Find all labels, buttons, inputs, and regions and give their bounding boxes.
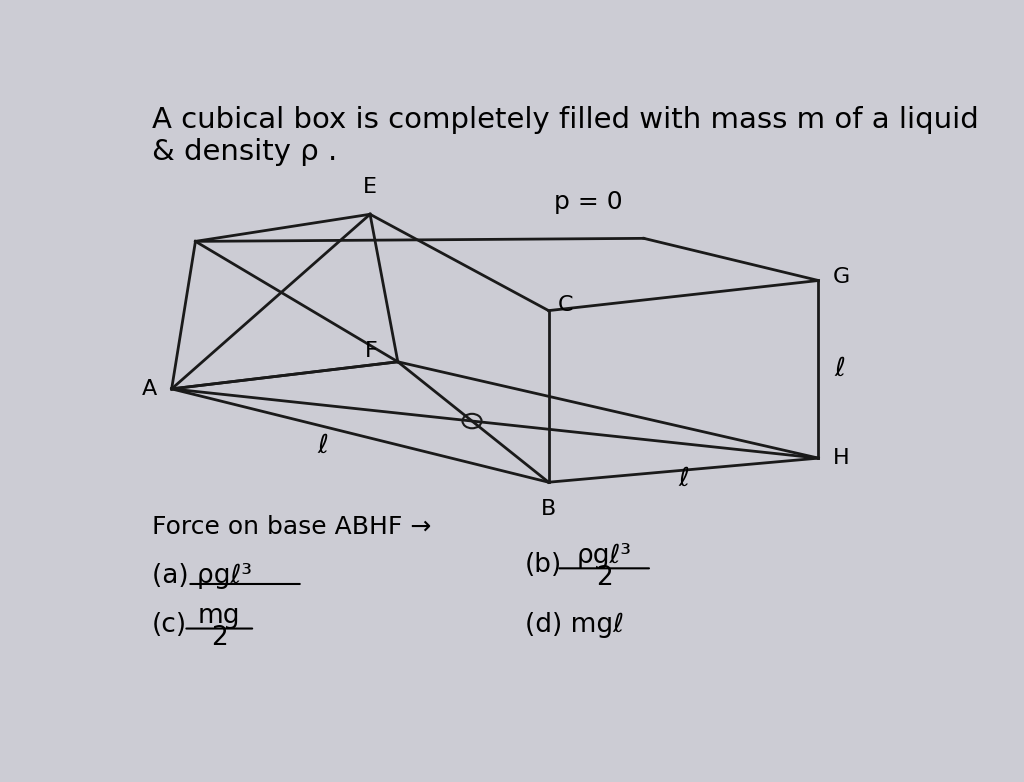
Text: A cubical box is completely filled with mass m of a liquid
& density ρ .: A cubical box is completely filled with …	[152, 106, 979, 167]
Text: B: B	[541, 499, 556, 519]
Text: E: E	[364, 178, 377, 197]
Text: (d) mgℓ: (d) mgℓ	[524, 612, 624, 638]
Text: 2: 2	[596, 565, 612, 591]
Text: ℓ: ℓ	[678, 466, 689, 492]
Text: ℓ: ℓ	[317, 433, 328, 459]
Text: F: F	[366, 341, 378, 361]
Text: (a) ρgℓ³: (a) ρgℓ³	[152, 562, 252, 589]
Text: (b): (b)	[524, 552, 562, 578]
Text: ρgℓ³: ρgℓ³	[577, 543, 632, 569]
Text: Force on base ABHF →: Force on base ABHF →	[152, 515, 431, 540]
Text: C: C	[558, 295, 573, 314]
Text: G: G	[833, 267, 850, 288]
Text: ℓ: ℓ	[835, 357, 845, 382]
Text: p = 0: p = 0	[554, 190, 623, 214]
Text: (c): (c)	[152, 612, 187, 638]
Text: mg: mg	[198, 604, 241, 630]
Text: 2: 2	[211, 625, 227, 651]
Text: A: A	[142, 379, 158, 399]
Text: H: H	[833, 448, 849, 468]
